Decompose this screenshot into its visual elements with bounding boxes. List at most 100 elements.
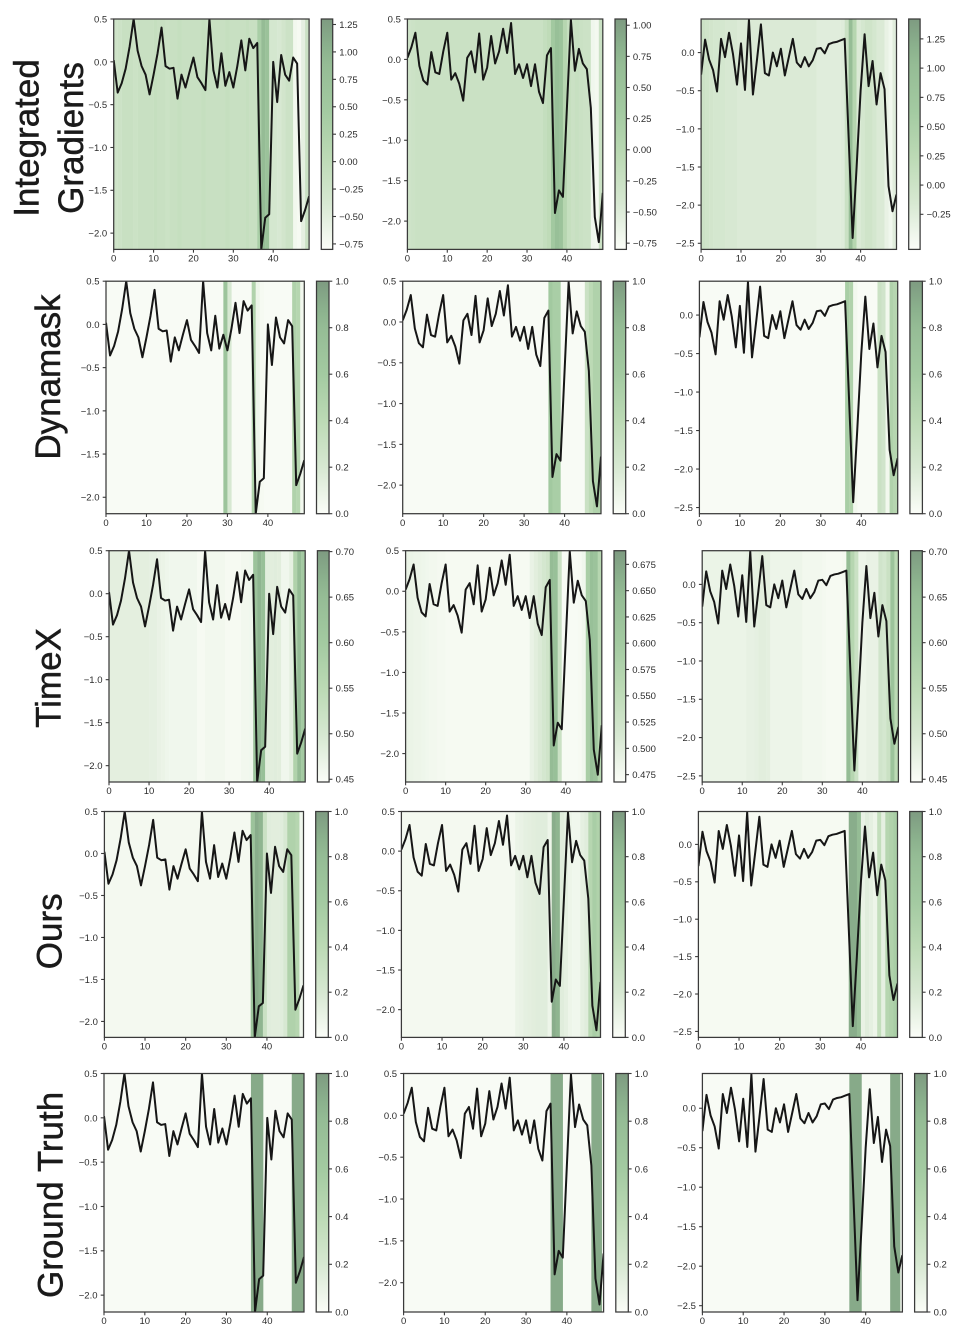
svg-text:0.2: 0.2: [635, 1260, 648, 1271]
svg-text:20: 20: [774, 1042, 785, 1053]
svg-text:−0.25: −0.25: [339, 184, 363, 195]
svg-text:−1.5: −1.5: [378, 1236, 397, 1247]
svg-text:−2.5: −2.5: [673, 1027, 692, 1038]
svg-text:−1.0: −1.0: [378, 1194, 397, 1205]
svg-text:40: 40: [860, 1316, 871, 1327]
svg-text:0.0: 0.0: [336, 509, 349, 520]
svg-text:40: 40: [560, 786, 571, 797]
svg-text:0.8: 0.8: [335, 1117, 348, 1128]
svg-text:0.5: 0.5: [384, 1069, 397, 1080]
svg-text:40: 40: [857, 786, 868, 797]
svg-text:20: 20: [779, 1316, 790, 1327]
svg-text:0.5: 0.5: [84, 1069, 97, 1080]
svg-text:10: 10: [440, 786, 451, 797]
svg-text:0.0: 0.0: [682, 580, 695, 591]
svg-text:0.8: 0.8: [632, 852, 645, 863]
svg-text:0.5: 0.5: [86, 277, 99, 288]
svg-text:Ours: Ours: [30, 893, 69, 969]
svg-text:0: 0: [102, 1042, 107, 1053]
svg-text:10: 10: [148, 254, 159, 265]
svg-text:−0.5: −0.5: [677, 1143, 696, 1154]
svg-text:0: 0: [106, 786, 111, 797]
svg-text:0.650: 0.650: [632, 586, 656, 597]
svg-text:−2.0: −2.0: [377, 481, 396, 492]
svg-text:−2.5: −2.5: [677, 1301, 696, 1312]
svg-text:0.6: 0.6: [632, 897, 645, 908]
svg-text:−0.5: −0.5: [674, 349, 693, 360]
svg-text:−0.5: −0.5: [377, 358, 396, 369]
svg-text:1.25: 1.25: [339, 20, 358, 31]
svg-text:0.0: 0.0: [335, 1307, 348, 1318]
svg-text:1.00: 1.00: [927, 64, 946, 75]
svg-text:0.60: 0.60: [336, 638, 355, 649]
svg-text:0.550: 0.550: [632, 691, 656, 702]
svg-text:−0.25: −0.25: [633, 176, 657, 187]
svg-text:0.0: 0.0: [382, 847, 395, 858]
svg-text:40: 40: [856, 1042, 867, 1053]
svg-text:0: 0: [696, 1042, 701, 1053]
svg-text:1.0: 1.0: [632, 277, 645, 288]
svg-text:0.575: 0.575: [632, 665, 656, 676]
svg-text:−2.0: −2.0: [674, 464, 693, 475]
svg-text:0.45: 0.45: [336, 775, 355, 786]
svg-text:0.0: 0.0: [86, 320, 99, 331]
svg-text:0.500: 0.500: [632, 744, 656, 755]
svg-text:0.55: 0.55: [929, 684, 948, 695]
svg-text:0.8: 0.8: [335, 852, 348, 863]
svg-text:−1.5: −1.5: [676, 162, 695, 173]
svg-text:0.0: 0.0: [85, 849, 98, 860]
svg-text:0.55: 0.55: [336, 684, 355, 695]
svg-text:−0.5: −0.5: [376, 886, 395, 897]
svg-text:0: 0: [697, 518, 702, 529]
svg-text:10: 10: [141, 518, 152, 529]
svg-text:30: 30: [520, 786, 531, 797]
svg-text:40: 40: [262, 1316, 273, 1327]
svg-text:40: 40: [562, 254, 573, 265]
svg-text:0.6: 0.6: [929, 370, 942, 381]
svg-text:0.50: 0.50: [339, 102, 358, 113]
svg-text:−1.5: −1.5: [84, 718, 103, 729]
svg-text:−1.5: −1.5: [673, 952, 692, 963]
svg-text:0: 0: [101, 1316, 106, 1327]
svg-text:1.00: 1.00: [339, 47, 358, 58]
svg-text:−1.0: −1.0: [676, 124, 695, 135]
svg-text:−1.5: −1.5: [382, 176, 401, 187]
svg-text:20: 20: [775, 518, 786, 529]
svg-text:−2.0: −2.0: [677, 1262, 696, 1273]
svg-text:−1.5: −1.5: [376, 965, 395, 976]
svg-text:0.5: 0.5: [386, 546, 399, 557]
svg-text:−1.0: −1.0: [380, 668, 399, 679]
svg-text:30: 30: [224, 786, 235, 797]
svg-text:10: 10: [735, 518, 746, 529]
svg-text:0.5: 0.5: [85, 807, 98, 818]
svg-text:0.0: 0.0: [680, 310, 693, 321]
svg-text:0.4: 0.4: [929, 942, 942, 953]
svg-text:0.0: 0.0: [388, 55, 401, 66]
svg-text:1.0: 1.0: [934, 1069, 947, 1080]
svg-text:−2.0: −2.0: [376, 1005, 395, 1016]
svg-text:0.600: 0.600: [632, 639, 656, 650]
svg-text:−2.0: −2.0: [81, 493, 100, 504]
svg-text:−1.0: −1.0: [377, 399, 396, 410]
svg-text:0: 0: [399, 1042, 404, 1053]
svg-text:0.2: 0.2: [632, 463, 645, 474]
svg-text:−0.5: −0.5: [84, 632, 103, 643]
svg-text:−2.0: −2.0: [677, 733, 696, 744]
svg-text:−1.0: −1.0: [677, 1183, 696, 1194]
svg-text:0: 0: [700, 1316, 705, 1327]
svg-text:20: 20: [477, 1042, 488, 1053]
svg-text:−0.75: −0.75: [339, 239, 363, 250]
svg-text:0.2: 0.2: [335, 988, 348, 999]
svg-text:20: 20: [480, 1316, 491, 1327]
svg-text:0.8: 0.8: [336, 323, 349, 334]
svg-text:−2.0: −2.0: [84, 761, 103, 772]
svg-text:1.0: 1.0: [335, 1069, 348, 1080]
svg-text:−1.5: −1.5: [377, 440, 396, 451]
svg-text:TimeX: TimeX: [29, 628, 68, 728]
svg-text:0.75: 0.75: [339, 75, 358, 86]
svg-text:−2.0: −2.0: [380, 749, 399, 760]
svg-text:−2.5: −2.5: [674, 503, 693, 514]
svg-text:20: 20: [776, 254, 787, 265]
svg-text:40: 40: [562, 1316, 573, 1327]
svg-text:0.525: 0.525: [632, 717, 656, 728]
